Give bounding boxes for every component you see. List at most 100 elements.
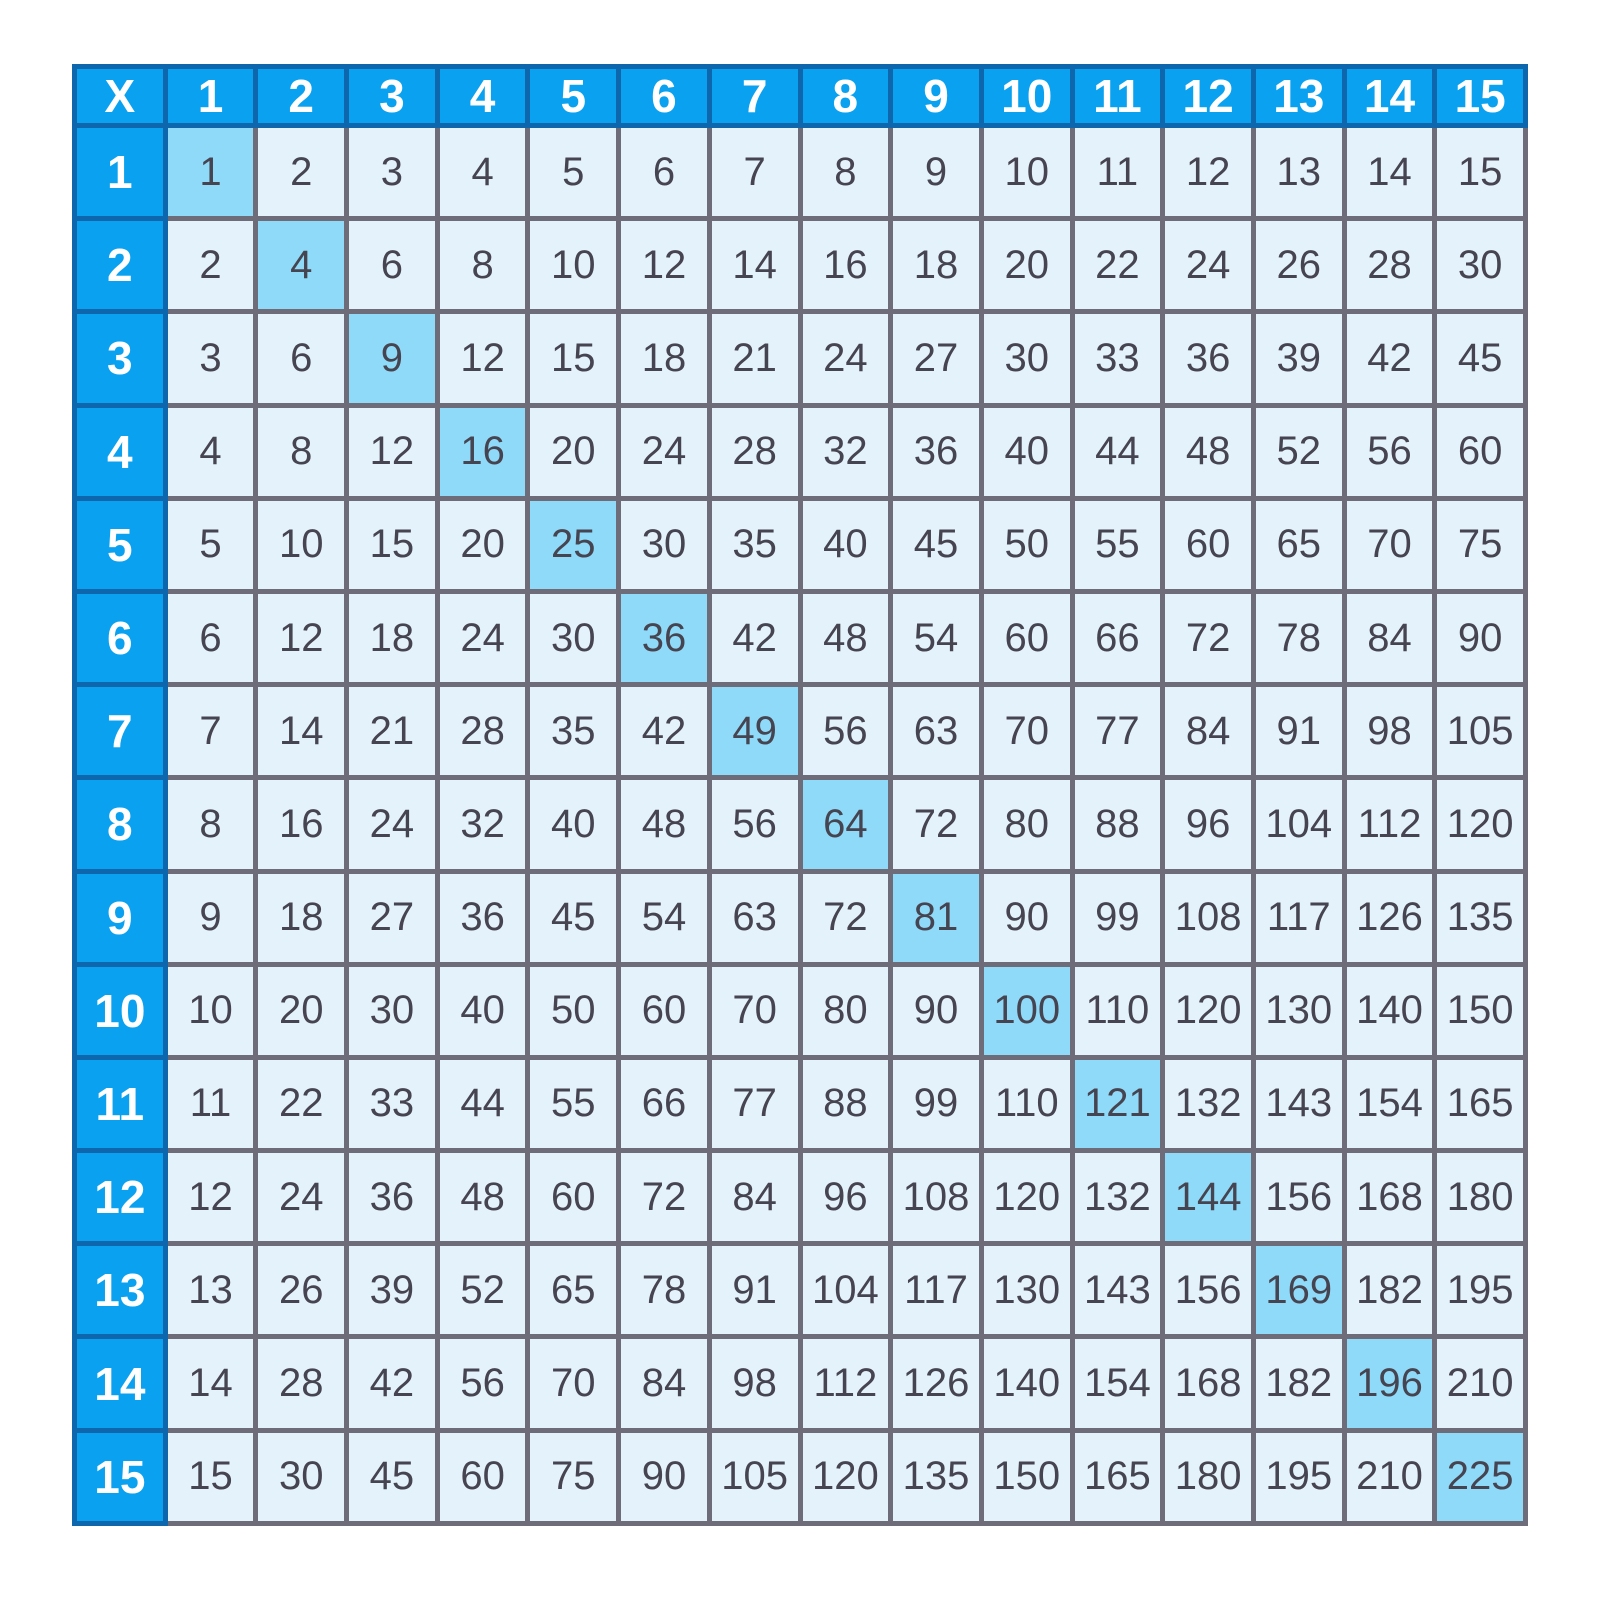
cell-8x5: 40	[525, 775, 622, 874]
cell-11x14: 154	[1341, 1054, 1438, 1154]
cell-1x1: 1	[162, 122, 259, 222]
cell-3x12: 36	[1160, 309, 1256, 408]
row-header-10: 10	[72, 961, 168, 1060]
cell-4x1: 4	[162, 402, 259, 501]
cell-13x9: 117	[888, 1241, 984, 1340]
cell-12x9: 108	[888, 1148, 984, 1247]
cell-5x11: 55	[1069, 495, 1166, 594]
cell-4x8: 32	[797, 402, 894, 501]
cell-1x9: 9	[888, 122, 984, 222]
cell-3x8: 24	[797, 309, 894, 408]
table-row-4: 4 4 8 12 16 20 24 28 32 36 40 44 48 52 56 60	[72, 402, 1528, 501]
cell-7x7: 49	[706, 682, 803, 781]
cell-6x8: 48	[797, 588, 894, 688]
cell-14x10: 140	[978, 1334, 1075, 1433]
cell-4x12: 48	[1160, 402, 1256, 501]
table-row-10: 10 10 20 30 40 50 60 70 80 90 100 110 120 130 140 150	[72, 961, 1528, 1060]
row-header-3: 3	[72, 309, 168, 408]
cell-10x15: 150	[1432, 961, 1528, 1060]
cell-14x12: 168	[1160, 1334, 1256, 1433]
row-header-7: 7	[72, 682, 168, 781]
table-row-3: 3 3 6 9 12 15 18 21 24 27 30 33 36 39 42 45	[72, 309, 1528, 408]
cell-5x4: 20	[434, 495, 531, 594]
cell-5x15: 75	[1432, 495, 1528, 594]
cell-1x7: 7	[706, 122, 803, 222]
cell-4x11: 44	[1069, 402, 1166, 501]
table-row-14: 14 14 28 42 56 70 84 98 112 126 140 154 168 182 196 210	[72, 1334, 1528, 1433]
cell-1x6: 6	[616, 122, 712, 222]
cell-14x2: 28	[253, 1334, 350, 1433]
header-row: X 1 2 3 4 5 6 7 8 9 10 11 12 13 14 15	[72, 64, 1528, 128]
cell-13x5: 65	[525, 1241, 622, 1340]
column-header-3: 3	[344, 64, 440, 128]
cell-2x8: 16	[797, 216, 894, 315]
table-row-6: 6 6 12 18 24 30 36 42 48 54 60 66 72 78 84 90	[72, 588, 1528, 688]
cell-12x11: 132	[1069, 1148, 1166, 1247]
cell-10x8: 80	[797, 961, 894, 1060]
cell-3x9: 27	[888, 309, 984, 408]
cell-8x7: 56	[706, 775, 803, 874]
cell-7x8: 56	[797, 682, 894, 781]
row-header-1: 1	[72, 122, 168, 222]
cell-12x1: 12	[162, 1148, 259, 1247]
cell-8x15: 120	[1432, 775, 1528, 874]
cell-15x15: 225	[1432, 1427, 1528, 1527]
cell-2x3: 6	[344, 216, 440, 315]
cell-3x15: 45	[1432, 309, 1528, 408]
cell-8x3: 24	[344, 775, 440, 874]
cell-9x15: 135	[1432, 868, 1528, 967]
cell-14x15: 210	[1432, 1334, 1528, 1433]
column-header-1: 1	[162, 64, 259, 128]
multiplication-table: X 1 2 3 4 5 6 7 8 9 10 11 12 13 14 15 1 1 2 3 4 5 6 7 8 9 10 11 12 1…	[72, 64, 1528, 1527]
cell-7x10: 70	[978, 682, 1075, 781]
cell-12x3: 36	[344, 1148, 440, 1247]
cell-3x1: 3	[162, 309, 259, 408]
column-header-14: 14	[1341, 64, 1438, 128]
cell-3x3: 9	[344, 309, 440, 408]
cell-12x7: 84	[706, 1148, 803, 1247]
cell-6x4: 24	[434, 588, 531, 688]
cell-4x15: 60	[1432, 402, 1528, 501]
cell-13x1: 13	[162, 1241, 259, 1340]
column-header-10: 10	[978, 64, 1075, 128]
cell-11x10: 110	[978, 1054, 1075, 1154]
cell-2x7: 14	[706, 216, 803, 315]
cell-13x6: 78	[616, 1241, 712, 1340]
cell-2x6: 12	[616, 216, 712, 315]
cell-1x11: 11	[1069, 122, 1166, 222]
cell-8x10: 80	[978, 775, 1075, 874]
cell-14x14: 196	[1341, 1334, 1438, 1433]
cell-5x1: 5	[162, 495, 259, 594]
cell-2x14: 28	[1341, 216, 1438, 315]
cell-8x11: 88	[1069, 775, 1166, 874]
table-row-2: 2 2 4 6 8 10 12 14 16 18 20 22 24 26 28 30	[72, 216, 1528, 315]
cell-9x14: 126	[1341, 868, 1438, 967]
cell-1x5: 5	[525, 122, 622, 222]
cell-12x13: 156	[1250, 1148, 1347, 1247]
column-header-2: 2	[253, 64, 350, 128]
cell-5x8: 40	[797, 495, 894, 594]
cell-11x9: 99	[888, 1054, 984, 1154]
cell-13x15: 195	[1432, 1241, 1528, 1340]
cell-15x5: 75	[525, 1427, 622, 1527]
cell-11x13: 143	[1250, 1054, 1347, 1154]
cell-6x1: 6	[162, 588, 259, 688]
table-row-7: 7 7 14 21 28 35 42 49 56 63 70 77 84 91 98 105	[72, 682, 1528, 781]
cell-14x5: 70	[525, 1334, 622, 1433]
cell-15x3: 45	[344, 1427, 440, 1527]
cell-10x11: 110	[1069, 961, 1166, 1060]
row-header-14: 14	[72, 1334, 168, 1433]
cell-3x7: 21	[706, 309, 803, 408]
row-header-2: 2	[72, 216, 168, 315]
cell-13x11: 143	[1069, 1241, 1166, 1340]
cell-6x7: 42	[706, 588, 803, 688]
cell-5x6: 30	[616, 495, 712, 594]
cell-5x7: 35	[706, 495, 803, 594]
cell-14x3: 42	[344, 1334, 440, 1433]
cell-4x7: 28	[706, 402, 803, 501]
column-header-4: 4	[434, 64, 531, 128]
cell-11x11: 121	[1069, 1054, 1166, 1154]
row-header-8: 8	[72, 775, 168, 874]
cell-11x5: 55	[525, 1054, 622, 1154]
column-header-8: 8	[797, 64, 894, 128]
